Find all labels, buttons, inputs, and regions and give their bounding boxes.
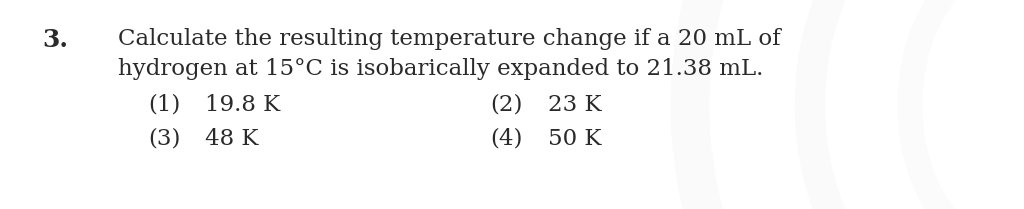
Text: 23 K: 23 K — [548, 94, 601, 116]
Text: 19.8 K: 19.8 K — [205, 94, 281, 116]
Text: hydrogen at 15°C is isobarically expanded to 21.38 mL.: hydrogen at 15°C is isobarically expande… — [118, 58, 763, 80]
Text: (4): (4) — [490, 128, 522, 150]
Text: 3.: 3. — [42, 28, 68, 52]
Text: Calculate the resulting temperature change if a 20 mL of: Calculate the resulting temperature chan… — [118, 28, 780, 50]
Text: (2): (2) — [490, 94, 522, 116]
Text: 48 K: 48 K — [205, 128, 258, 150]
Text: (3): (3) — [148, 128, 180, 150]
Text: 50 K: 50 K — [548, 128, 601, 150]
Text: (1): (1) — [148, 94, 180, 116]
